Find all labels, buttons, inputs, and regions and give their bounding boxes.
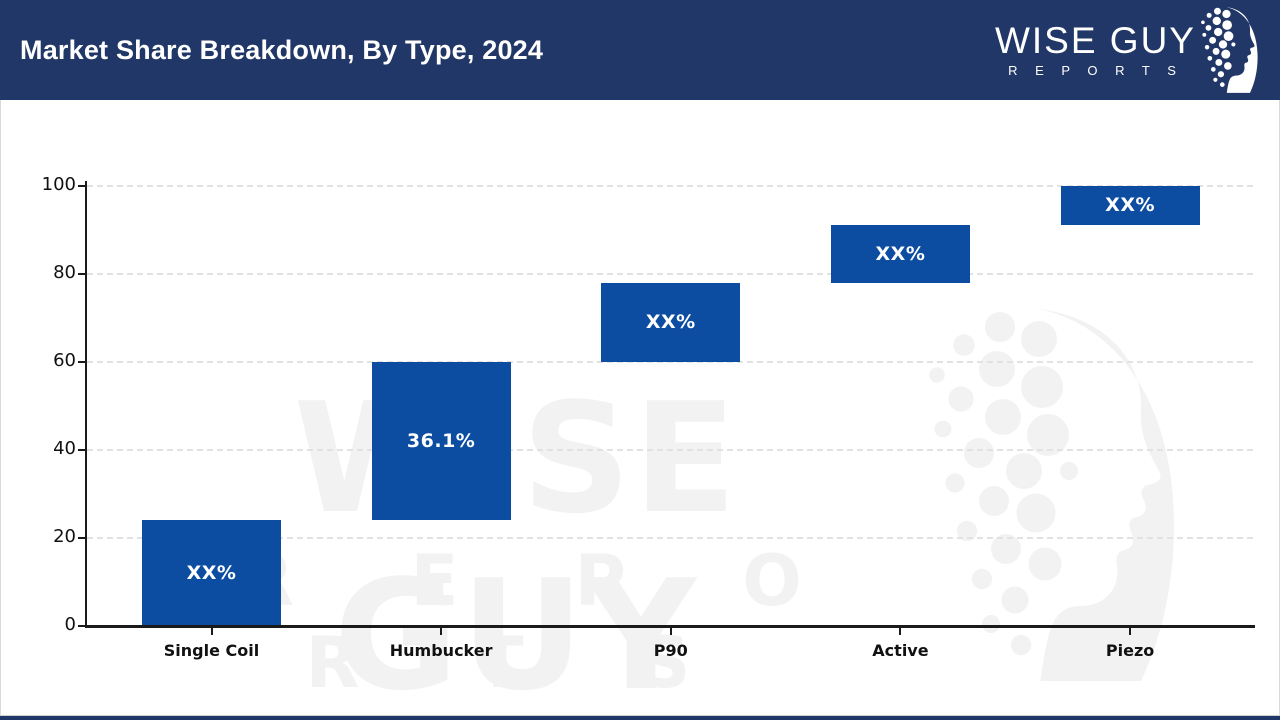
x-tick-mark [440, 628, 443, 635]
y-tick-label: 20 [53, 526, 76, 547]
y-tick-label: 100 [41, 174, 76, 195]
watermark-head-icon [859, 295, 1189, 695]
gridline-60 [87, 361, 1253, 363]
bar-active: XX% [830, 224, 970, 283]
category-label: Piezo [1105, 641, 1155, 660]
bar-p90: XX% [601, 282, 741, 362]
y-tick-mark [78, 185, 86, 187]
bar-value-label: XX% [875, 242, 926, 265]
logo-wordmark: WISE GUY [994, 20, 1196, 62]
x-tick-mark [899, 628, 902, 635]
wiseguy-logo: WISE GUY R E P O R T S [995, 4, 1266, 96]
y-tick-label: 60 [53, 350, 76, 371]
y-tick-mark [78, 273, 86, 275]
gridline-100 [87, 185, 1253, 187]
x-tick-mark [210, 628, 213, 635]
category-label: Single Coil [163, 641, 260, 660]
x-tick-mark [1129, 628, 1132, 635]
y-tick-label: 80 [53, 262, 76, 283]
y-axis-line [85, 181, 87, 627]
bar-value-label: XX% [186, 562, 237, 585]
category-label: Humbucker [389, 641, 493, 660]
y-tick-mark [78, 449, 86, 451]
category-label: Active [872, 641, 929, 660]
y-tick-label: 0 [64, 614, 76, 635]
gridline-40 [87, 449, 1253, 451]
x-axis-line [85, 625, 1255, 628]
footer-bar [0, 716, 1280, 720]
report-header: Market Share Breakdown, By Type, 2024 WI… [0, 0, 1280, 100]
category-label: P90 [653, 641, 688, 660]
logo-text: WISE GUY R E P O R T S [994, 20, 1196, 78]
bar-humbucker: 36.1% [371, 361, 511, 521]
bar-single-coil: XX% [142, 520, 281, 626]
y-tick-mark [78, 625, 86, 627]
bar-value-label: XX% [1105, 194, 1156, 217]
bar-value-label: XX% [645, 311, 696, 334]
gridline-80 [87, 273, 1253, 275]
bar-piezo: XX% [1060, 186, 1200, 225]
bar-value-label: 36.1% [406, 429, 476, 452]
gridline-20 [87, 537, 1253, 539]
x-tick-mark [669, 628, 672, 635]
chart-title: Market Share Breakdown, By Type, 2024 [20, 34, 544, 65]
y-tick-mark [78, 537, 86, 539]
y-tick-label: 40 [53, 438, 76, 459]
logo-tagline: R E P O R T S [1008, 62, 1183, 78]
y-tick-mark [78, 361, 86, 363]
